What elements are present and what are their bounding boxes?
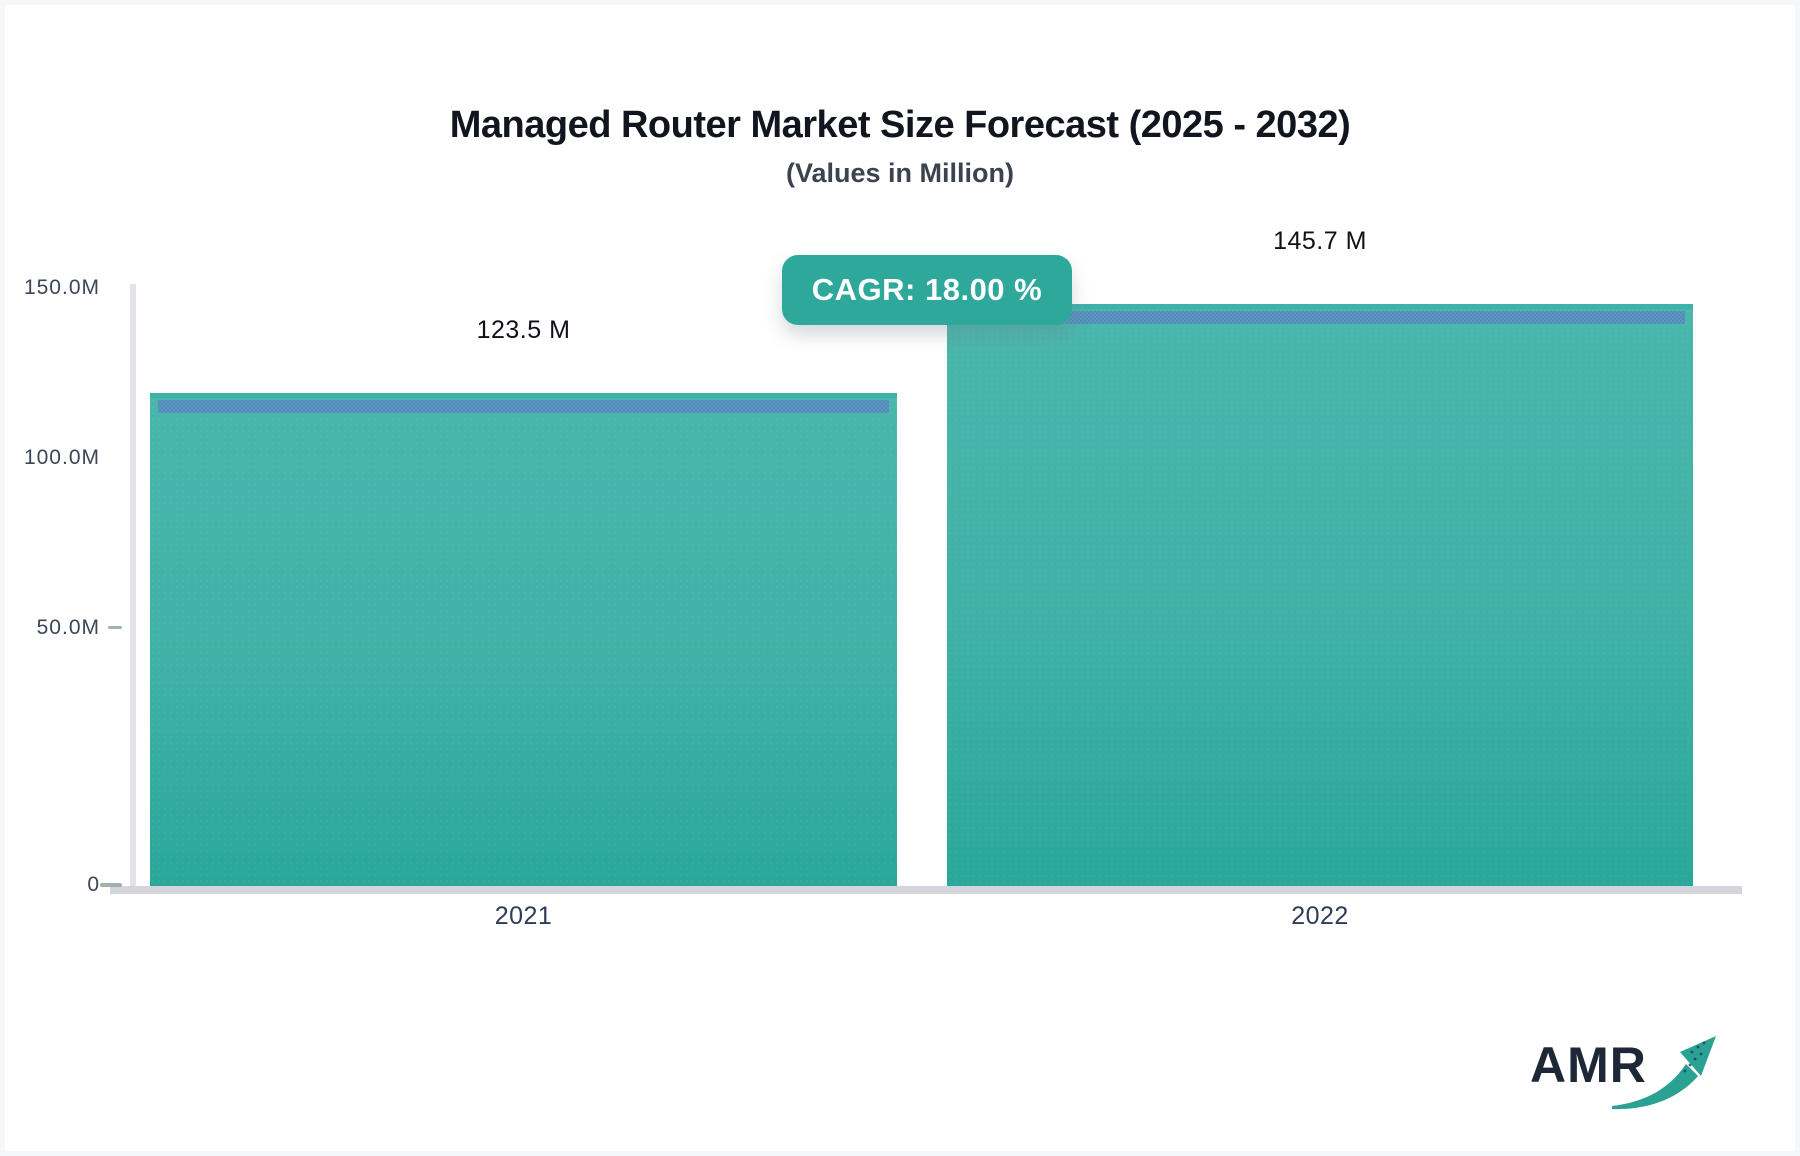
bar-top-stripe — [955, 311, 1685, 324]
bar-value-2021: 123.5 M — [476, 316, 571, 344]
bar-2021 — [150, 393, 897, 886]
y-tick-150: 150.0M — [23, 276, 100, 299]
y-tick-mark-50 — [108, 626, 122, 629]
bar-top-stripe — [158, 400, 889, 413]
y-axis-line — [130, 284, 136, 894]
amr-logo-text: AMR — [1530, 1037, 1647, 1093]
cagr-badge: CAGR: 18.00 % — [782, 255, 1072, 325]
x-axis-line — [110, 886, 1742, 894]
y-tick-mark-0 — [100, 883, 122, 887]
chart-subtitle: (Values in Million) — [785, 158, 1015, 188]
bar-value-2022: 145.7 M — [1273, 227, 1367, 255]
bar-2022 — [947, 304, 1693, 886]
amr-logo: AMR — [1530, 1030, 1730, 1120]
y-tick-50: 50.0M — [36, 616, 100, 639]
x-label-2021: 2021 — [494, 902, 553, 930]
y-tick-100: 100.0M — [23, 446, 100, 469]
growth-arrow-icon — [1612, 1036, 1716, 1110]
y-tick-0: 0 — [87, 873, 100, 896]
x-label-2022: 2022 — [1291, 902, 1349, 930]
chart-title: Managed Router Market Size Forecast (202… — [449, 104, 1351, 146]
